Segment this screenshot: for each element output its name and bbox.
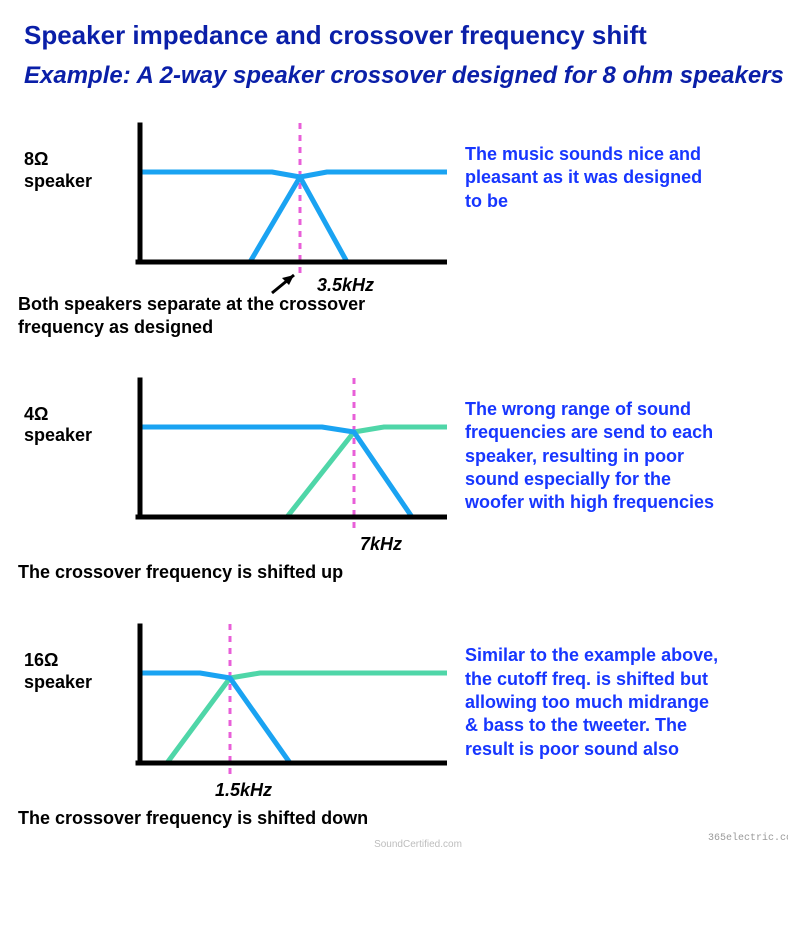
chart-with-caption: 1.5kHzThe crossover frequency is shifted… <box>122 618 447 830</box>
panel-description: The wrong range of sound frequencies are… <box>465 398 720 515</box>
crossover-chart-2 <box>122 618 447 778</box>
speaker-label: 4Ω speaker <box>24 404 104 447</box>
page-subtitle: Example: A 2-way speaker crossover desig… <box>24 61 788 91</box>
speaker-label: 8Ω speaker <box>24 149 104 192</box>
chart-panel-0: 8Ω speaker 3.5kHzBoth speakers separate a… <box>24 117 788 340</box>
crossover-chart-1 <box>122 372 447 532</box>
callout-arrow: 3.5kHz <box>122 271 447 295</box>
speaker-label: 16Ω speaker <box>24 650 104 693</box>
highpass-curve <box>167 673 447 763</box>
chart-panel-2: 16Ω speaker 1.5kHzThe crossover frequency… <box>24 618 788 830</box>
crossover-freq-label: 3.5kHz <box>317 275 374 295</box>
panel-description: Similar to the example above, the cutoff… <box>465 644 720 761</box>
chart-caption: The crossover frequency is shifted up <box>18 561 447 584</box>
panels-container: 8Ω speaker 3.5kHzBoth speakers separate a… <box>24 117 788 841</box>
chart-with-caption: 3.5kHzBoth speakers separate at the cros… <box>122 117 447 340</box>
page-title: Speaker impedance and crossover frequenc… <box>24 20 788 51</box>
crossover-freq-label: 1.5kHz <box>215 780 447 801</box>
watermark-right: 365electric.com <box>708 833 788 844</box>
lowpass-curve <box>140 673 290 763</box>
lowpass-curve <box>140 427 412 517</box>
watermark-center: SoundCertified.com <box>24 839 788 850</box>
chart-panel-1: 4Ω speaker 7kHzThe crossover frequency is… <box>24 372 788 584</box>
lowpass-curve <box>140 172 347 262</box>
crossover-chart-0 <box>122 117 447 277</box>
crossover-freq-label: 7kHz <box>360 534 447 555</box>
chart-caption: The crossover frequency is shifted down <box>18 807 447 830</box>
highpass-curve <box>250 172 447 262</box>
highpass-curve <box>287 427 447 517</box>
panel-description: The music sounds nice and pleasant as it… <box>465 143 720 213</box>
chart-caption: Both speakers separate at the crossover … <box>18 293 447 340</box>
chart-with-caption: 7kHzThe crossover frequency is shifted u… <box>122 372 447 584</box>
